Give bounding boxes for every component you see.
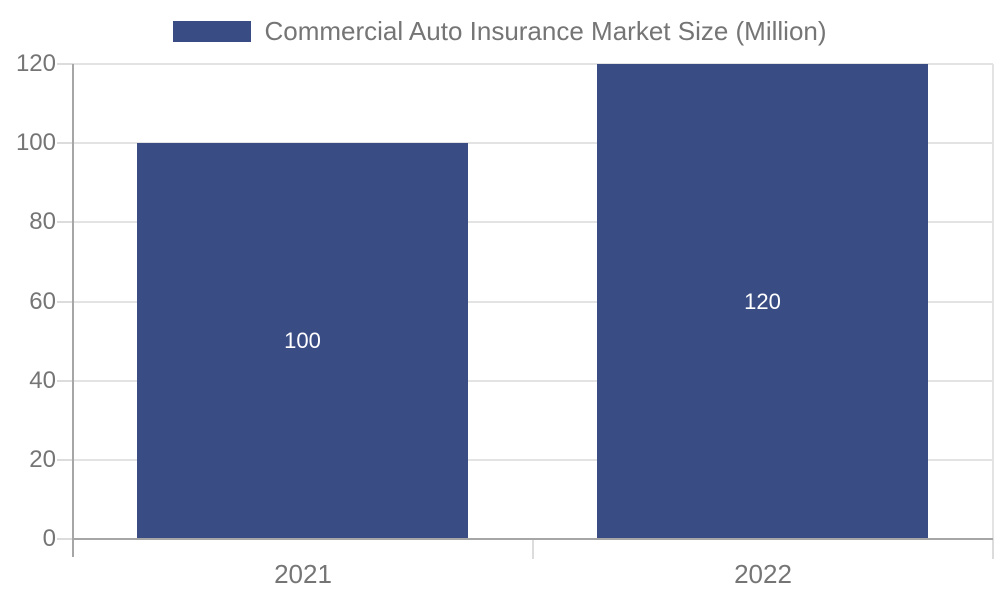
legend-swatch [173, 20, 252, 42]
gridline-y-100 [73, 142, 993, 144]
ytick-120 [57, 63, 73, 65]
xtick-mark-2 [992, 539, 994, 559]
ytick-60 [57, 301, 73, 303]
ytick-80 [57, 221, 73, 223]
y-axis-line [72, 64, 74, 557]
gridline-y-60 [73, 301, 993, 303]
ytick-label-20: 20 [29, 446, 56, 473]
ytick-label-100: 100 [15, 129, 56, 156]
ytick-20 [57, 459, 73, 461]
chart-legend[interactable]: Commercial Auto Insurance Market Size (M… [0, 18, 1000, 44]
gridline-y-40 [73, 380, 993, 382]
gridline-y-80 [73, 221, 993, 223]
gridline-y-120 [73, 63, 993, 65]
ytick-100 [57, 142, 73, 144]
ytick-label-80: 80 [29, 208, 56, 235]
xtick-mark-1 [532, 539, 534, 559]
bar-2021: 100 [137, 143, 468, 539]
legend-label: Commercial Auto Insurance Market Size (M… [264, 16, 827, 46]
ytick-40 [57, 380, 73, 382]
bar-value-label-2021: 100 [284, 328, 321, 353]
xtick-label-2022: 2022 [734, 559, 792, 589]
ytick-label-60: 60 [29, 288, 56, 315]
bar-value-label-2022: 120 [744, 288, 781, 314]
ytick-label-40: 40 [29, 367, 56, 394]
ytick-label-0: 0 [42, 525, 56, 552]
ytick-label-120: 120 [15, 50, 56, 77]
bar-2022: 120 [597, 64, 928, 539]
gridline-y-20 [73, 459, 993, 461]
ytick-0 [57, 538, 73, 540]
plot-right-border [992, 64, 994, 539]
x-axis-line [73, 538, 993, 540]
xtick-label-2021: 2021 [274, 559, 332, 589]
